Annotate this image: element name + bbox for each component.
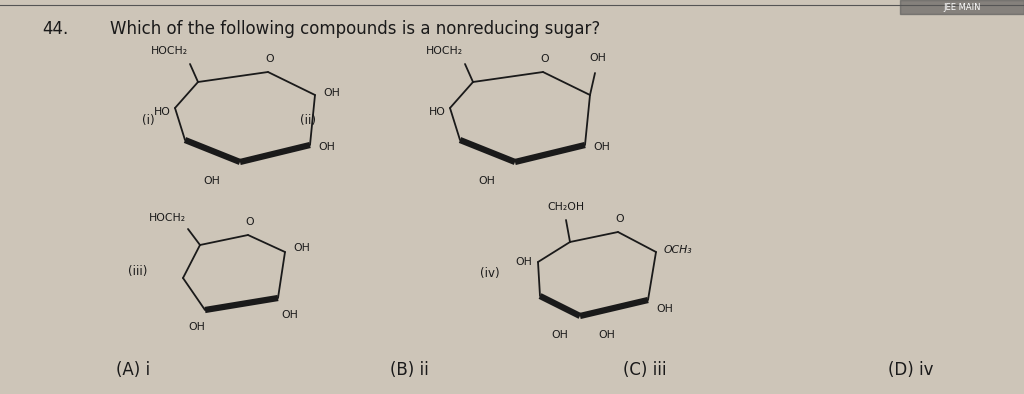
Text: O: O <box>246 217 254 227</box>
Text: OH: OH <box>188 322 206 332</box>
Text: OH: OH <box>478 176 496 186</box>
Text: (i): (i) <box>141 113 155 126</box>
Text: OH: OH <box>656 304 673 314</box>
Text: (C) iii: (C) iii <box>624 361 667 379</box>
Text: OCH₃: OCH₃ <box>664 245 692 255</box>
Text: (A) i: (A) i <box>116 361 151 379</box>
Text: (D) iv: (D) iv <box>888 361 934 379</box>
Text: OH: OH <box>590 53 606 63</box>
Text: OH: OH <box>593 142 610 152</box>
Text: O: O <box>615 214 625 224</box>
Text: OH: OH <box>293 243 310 253</box>
Text: OH: OH <box>598 330 614 340</box>
Text: JEE MAIN: JEE MAIN <box>943 2 981 11</box>
Text: (iv): (iv) <box>480 268 500 281</box>
Text: 44.: 44. <box>42 20 69 38</box>
Text: HO: HO <box>429 107 446 117</box>
Text: Which of the following compounds is a nonreducing sugar?: Which of the following compounds is a no… <box>110 20 600 38</box>
Text: OH: OH <box>318 142 335 152</box>
Text: HO: HO <box>155 107 171 117</box>
Text: OH: OH <box>551 330 568 340</box>
Text: HOCH₂: HOCH₂ <box>148 213 186 223</box>
Text: O: O <box>541 54 549 64</box>
Text: OH: OH <box>515 257 532 267</box>
Text: (iii): (iii) <box>128 266 147 279</box>
Text: OH: OH <box>323 88 340 98</box>
Text: (ii): (ii) <box>300 113 316 126</box>
Text: O: O <box>265 54 274 64</box>
Text: OH: OH <box>204 176 220 186</box>
Text: CH₂OH: CH₂OH <box>548 202 585 212</box>
Text: HOCH₂: HOCH₂ <box>426 46 463 56</box>
Text: OH: OH <box>282 310 298 320</box>
Text: (B) ii: (B) ii <box>389 361 428 379</box>
Text: HOCH₂: HOCH₂ <box>151 46 188 56</box>
